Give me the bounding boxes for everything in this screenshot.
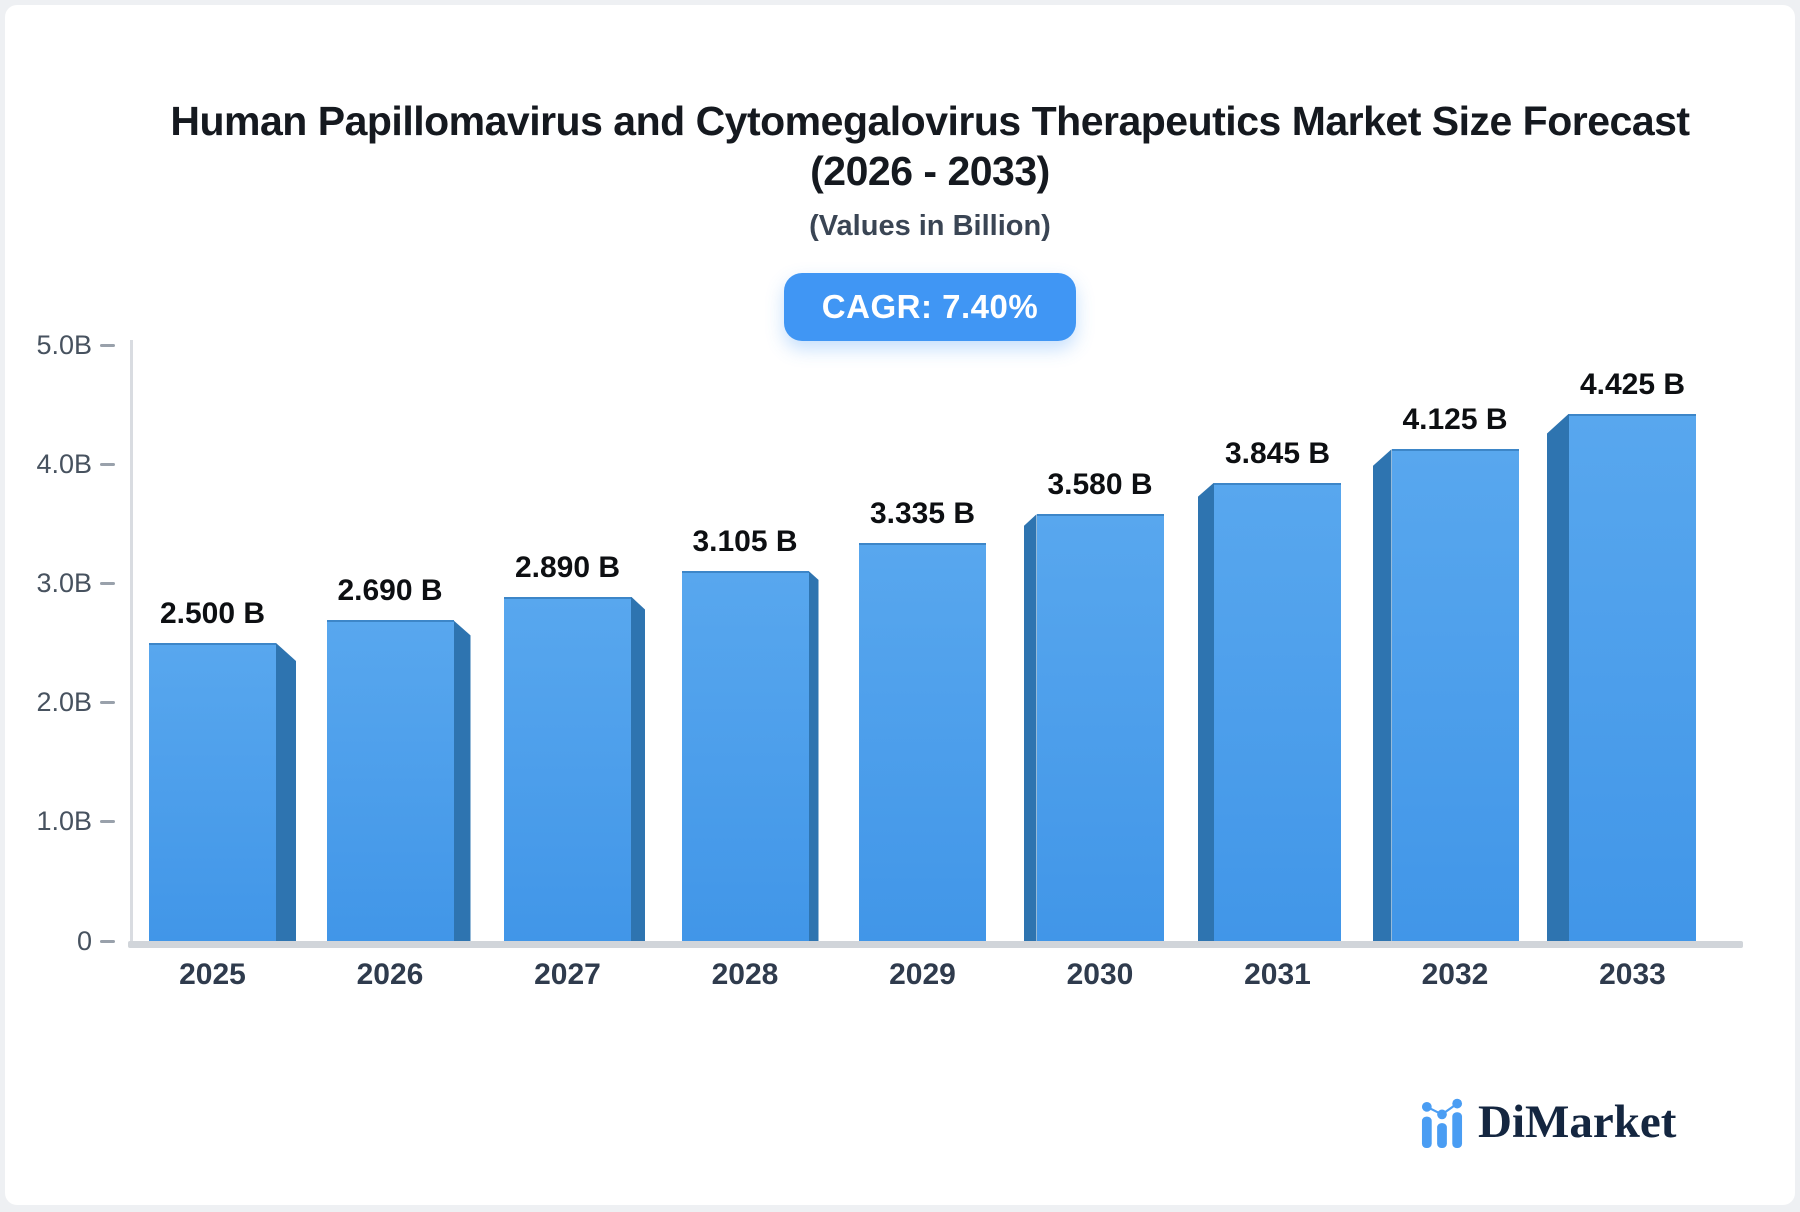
bar-value-label: 3.580 B: [1047, 468, 1153, 502]
y-axis-tick-dash: [100, 939, 115, 943]
x-axis-label: 2032: [1421, 958, 1489, 991]
bar-value-label: 3.845 B: [1224, 436, 1331, 470]
y-axis-tick-dash: [100, 820, 115, 824]
bar-side-face: [1198, 482, 1214, 941]
x-axis-label: 2033: [1599, 958, 1666, 991]
x-axis-label: 2029: [889, 958, 956, 991]
cagr-badge: CAGR: 7.40%: [783, 273, 1077, 341]
y-axis-tick-label: 5.0B: [36, 329, 92, 360]
bar-value-label: 3.105 B: [692, 524, 798, 558]
x-axis-label: 2030: [1066, 958, 1134, 991]
bar-value-label: 4.125 B: [1402, 403, 1508, 437]
y-axis-tick-label: 2.0B: [36, 687, 92, 718]
bar-front-face: [1036, 514, 1164, 941]
bar-value-label: 2.690 B: [337, 574, 443, 608]
bar-front-face: [681, 570, 809, 941]
chart-header: Human Papillomavirus and Cytomegalovirus…: [60, 96, 1800, 341]
y-axis-tick-dash: [100, 581, 115, 585]
bar-side-face: [1023, 514, 1037, 941]
y-axis-tick-label: 1.0B: [36, 806, 92, 837]
bar-side-face: [453, 620, 471, 941]
bar-front-face: [1214, 482, 1341, 941]
chart-subtitle: (Values in Billion): [809, 210, 1051, 242]
y-axis-line: [130, 340, 133, 947]
y-axis-tick-dash: [100, 462, 115, 466]
x-axis-label: 2026: [356, 958, 424, 991]
bar-front-face: [326, 620, 454, 941]
y-axis-tick-label: 4.0B: [36, 448, 92, 479]
bar-front-face: [149, 643, 276, 941]
bar-front-face: [859, 543, 986, 941]
bar-front-face: [504, 596, 631, 941]
chart-title-line2: (2026 - 2033): [810, 148, 1050, 194]
bar-value-label: 2.500 B: [159, 597, 266, 630]
x-axis-label: 2028: [711, 958, 779, 991]
x-axis-label: 2031: [1244, 958, 1311, 991]
bar-value-label: 2.890 B: [514, 550, 621, 584]
bar-side-face: [808, 570, 819, 941]
dimarket-logo-icon: [1421, 1098, 1463, 1148]
bar-side-face: [276, 643, 296, 941]
y-axis-tick-label: 0: [76, 925, 92, 956]
chart-title-line1: Human Papillomavirus and Cytomegalovirus…: [170, 98, 1690, 144]
y-axis-tick-dash: [100, 701, 115, 705]
x-axis-label: 2027: [534, 958, 601, 991]
bar-side-face: [1372, 449, 1392, 941]
y-axis-tick-label: 3.0B: [36, 567, 92, 598]
x-axis-label: 2025: [179, 958, 246, 991]
bar-side-face: [1547, 413, 1569, 941]
bar-side-face: [631, 596, 645, 941]
bar-value-label: 3.335 B: [869, 497, 976, 531]
bar-front-face: [1391, 449, 1519, 941]
brand-logo: DiMarket: [1420, 1094, 1676, 1150]
bar-front-face: [1569, 413, 1696, 941]
x-axis-baseline: [128, 941, 1743, 948]
y-axis-tick-dash: [100, 343, 115, 347]
brand-name: DiMarket: [1478, 1096, 1677, 1148]
bar-value-label: 4.425 B: [1579, 367, 1686, 401]
